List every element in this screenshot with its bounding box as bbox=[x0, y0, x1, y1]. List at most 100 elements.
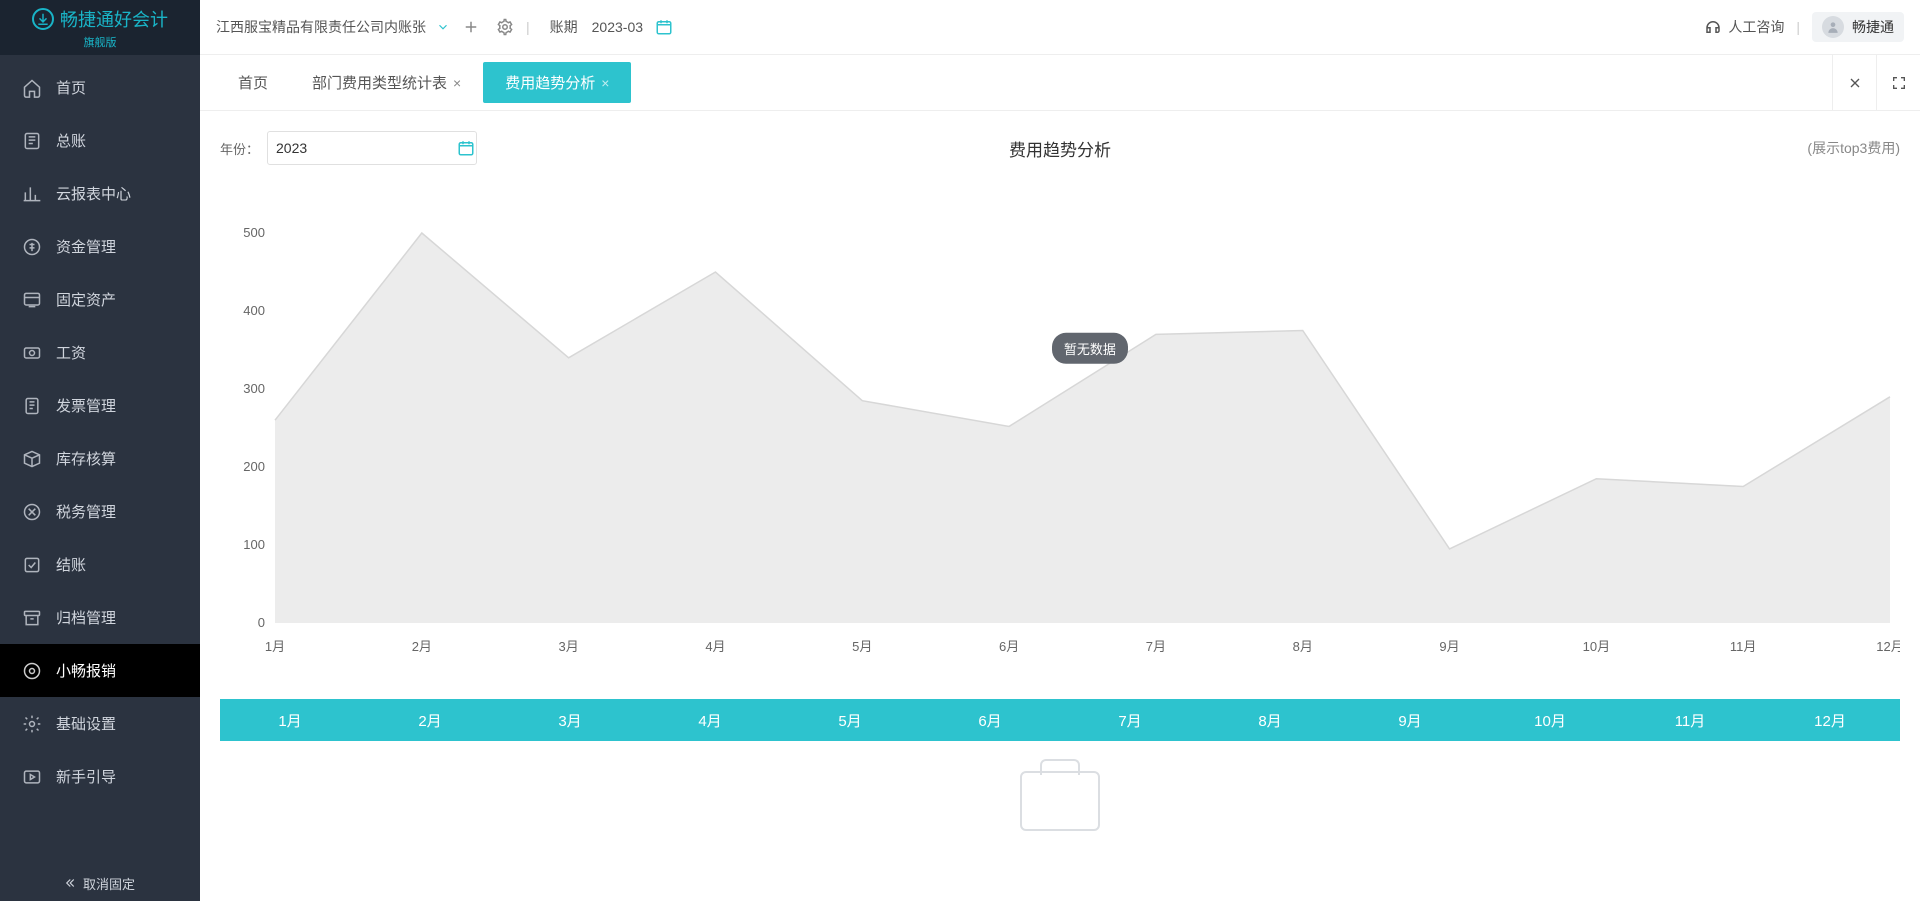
month-cell[interactable]: 11月 bbox=[1620, 699, 1760, 741]
sidebar-item-reimburse[interactable]: 小畅报销 bbox=[0, 644, 200, 697]
sidebar-item-label: 新手引导 bbox=[56, 766, 116, 787]
sidebar-item-home[interactable]: 首页 bbox=[0, 61, 200, 114]
sidebar-item-archive[interactable]: 归档管理 bbox=[0, 591, 200, 644]
sidebar: 畅捷通好会计 旗舰版 首页总账云报表中心资金管理固定资产工资发票管理库存核算税务… bbox=[0, 0, 200, 901]
support-button[interactable]: 人工咨询 bbox=[1704, 17, 1784, 37]
svg-text:5月: 5月 bbox=[852, 639, 872, 654]
month-cell[interactable]: 12月 bbox=[1760, 699, 1900, 741]
month-cell[interactable]: 7月 bbox=[1060, 699, 1200, 741]
sidebar-item-label: 税务管理 bbox=[56, 501, 116, 522]
month-cell[interactable]: 8月 bbox=[1200, 699, 1340, 741]
brand-name: 畅捷通好会计 bbox=[60, 6, 168, 32]
brand-logo[interactable]: 畅捷通好会计 旗舰版 bbox=[0, 0, 200, 55]
sidebar-menu: 首页总账云报表中心资金管理固定资产工资发票管理库存核算税务管理结账归档管理小畅报… bbox=[0, 55, 200, 865]
tab-close-icon[interactable]: × bbox=[453, 75, 461, 91]
sidebar-item-label: 归档管理 bbox=[56, 607, 116, 628]
archive-icon bbox=[22, 608, 42, 628]
month-cell[interactable]: 3月 bbox=[500, 699, 640, 741]
sidebar-item-label: 固定资产 bbox=[56, 289, 116, 310]
avatar-icon bbox=[1822, 16, 1844, 38]
add-company-button[interactable] bbox=[458, 14, 484, 40]
sidebar-item-fund[interactable]: 资金管理 bbox=[0, 220, 200, 273]
settings-icon bbox=[22, 714, 42, 734]
svg-text:0: 0 bbox=[258, 615, 265, 630]
period-label: 账期 bbox=[550, 17, 578, 37]
svg-text:11月: 11月 bbox=[1730, 639, 1757, 654]
sidebar-item-label: 小畅报销 bbox=[56, 660, 116, 681]
svg-text:7月: 7月 bbox=[1146, 639, 1166, 654]
tab[interactable]: 部门费用类型统计表 × bbox=[290, 62, 483, 103]
sidebar-item-label: 工资 bbox=[56, 342, 86, 363]
sidebar-item-label: 资金管理 bbox=[56, 236, 116, 257]
sidebar-item-tax[interactable]: 税务管理 bbox=[0, 485, 200, 538]
sidebar-item-asset[interactable]: 固定资产 bbox=[0, 273, 200, 326]
sidebar-item-label: 首页 bbox=[56, 77, 86, 98]
sidebar-item-close[interactable]: 结账 bbox=[0, 538, 200, 591]
sidebar-item-label: 结账 bbox=[56, 554, 86, 575]
sidebar-item-invoice[interactable]: 发票管理 bbox=[0, 379, 200, 432]
svg-text:12月: 12月 bbox=[1876, 639, 1900, 654]
month-cell[interactable]: 4月 bbox=[640, 699, 780, 741]
username: 畅捷通 bbox=[1852, 17, 1894, 37]
chevron-down-icon bbox=[436, 20, 450, 34]
month-cell[interactable]: 1月 bbox=[220, 699, 360, 741]
svg-text:2月: 2月 bbox=[412, 639, 432, 654]
period-value[interactable]: 2023-03 bbox=[592, 19, 643, 35]
year-input[interactable] bbox=[276, 140, 457, 156]
sidebar-item-salary[interactable]: 工资 bbox=[0, 326, 200, 379]
tab-label: 首页 bbox=[238, 72, 268, 93]
close-icon bbox=[22, 555, 42, 575]
svg-text:100: 100 bbox=[243, 537, 265, 552]
sidebar-item-report[interactable]: 云报表中心 bbox=[0, 167, 200, 220]
sidebar-pin-toggle[interactable]: 取消固定 bbox=[0, 865, 200, 901]
fullscreen-button[interactable] bbox=[1876, 55, 1920, 111]
sidebar-item-settings[interactable]: 基础设置 bbox=[0, 697, 200, 750]
month-cell[interactable]: 9月 bbox=[1340, 699, 1480, 741]
settings-button[interactable] bbox=[492, 14, 518, 40]
svg-text:3月: 3月 bbox=[559, 639, 579, 654]
sidebar-item-label: 基础设置 bbox=[56, 713, 116, 734]
stock-icon bbox=[22, 449, 42, 469]
svg-text:1月: 1月 bbox=[265, 639, 285, 654]
trend-chart: 01002003004005001月2月3月4月5月6月7月8月9月10月11月… bbox=[220, 193, 1900, 693]
month-cell[interactable]: 6月 bbox=[920, 699, 1060, 741]
month-cell[interactable]: 5月 bbox=[780, 699, 920, 741]
content: 年份： 费用趋势分析 (展示top3费用) 01002003004005001月… bbox=[200, 111, 1920, 901]
close-all-tabs-button[interactable] bbox=[1832, 55, 1876, 111]
tab[interactable]: 首页 bbox=[216, 62, 290, 103]
company-selector[interactable]: 江西服宝精品有限责任公司内账张 bbox=[216, 17, 450, 37]
period-calendar-icon[interactable] bbox=[651, 14, 677, 40]
sidebar-footer-label: 取消固定 bbox=[83, 874, 135, 893]
tab-close-icon[interactable]: × bbox=[601, 75, 609, 91]
svg-text:9月: 9月 bbox=[1439, 639, 1459, 654]
chart-title: 费用趋势分析 bbox=[1009, 136, 1111, 161]
headset-icon bbox=[1704, 18, 1722, 36]
tabs-bar: 首页部门费用类型统计表×费用趋势分析× bbox=[200, 55, 1920, 111]
svg-text:200: 200 bbox=[243, 459, 265, 474]
sidebar-item-guide[interactable]: 新手引导 bbox=[0, 750, 200, 803]
tax-icon bbox=[22, 502, 42, 522]
svg-text:6月: 6月 bbox=[999, 639, 1019, 654]
fund-icon bbox=[22, 237, 42, 257]
tab-label: 部门费用类型统计表 bbox=[312, 72, 447, 93]
support-label: 人工咨询 bbox=[1728, 17, 1784, 37]
month-cell[interactable]: 2月 bbox=[360, 699, 500, 741]
svg-text:8月: 8月 bbox=[1293, 639, 1313, 654]
salary-icon bbox=[22, 343, 42, 363]
sidebar-item-stock[interactable]: 库存核算 bbox=[0, 432, 200, 485]
tab[interactable]: 费用趋势分析× bbox=[483, 62, 631, 103]
user-menu[interactable]: 畅捷通 bbox=[1812, 12, 1904, 42]
report-icon bbox=[22, 184, 42, 204]
brand-icon bbox=[32, 8, 54, 30]
company-name: 江西服宝精品有限责任公司内账张 bbox=[216, 17, 426, 37]
svg-text:500: 500 bbox=[243, 225, 265, 240]
calendar-icon bbox=[457, 139, 475, 157]
year-picker[interactable] bbox=[267, 131, 477, 165]
svg-text:4月: 4月 bbox=[705, 639, 725, 654]
month-cell[interactable]: 10月 bbox=[1480, 699, 1620, 741]
month-strip: 1月2月3月4月5月6月7月8月9月10月11月12月 bbox=[220, 699, 1900, 741]
sidebar-item-ledger[interactable]: 总账 bbox=[0, 114, 200, 167]
svg-text:400: 400 bbox=[243, 303, 265, 318]
ledger-icon bbox=[22, 131, 42, 151]
sidebar-item-label: 云报表中心 bbox=[56, 183, 131, 204]
